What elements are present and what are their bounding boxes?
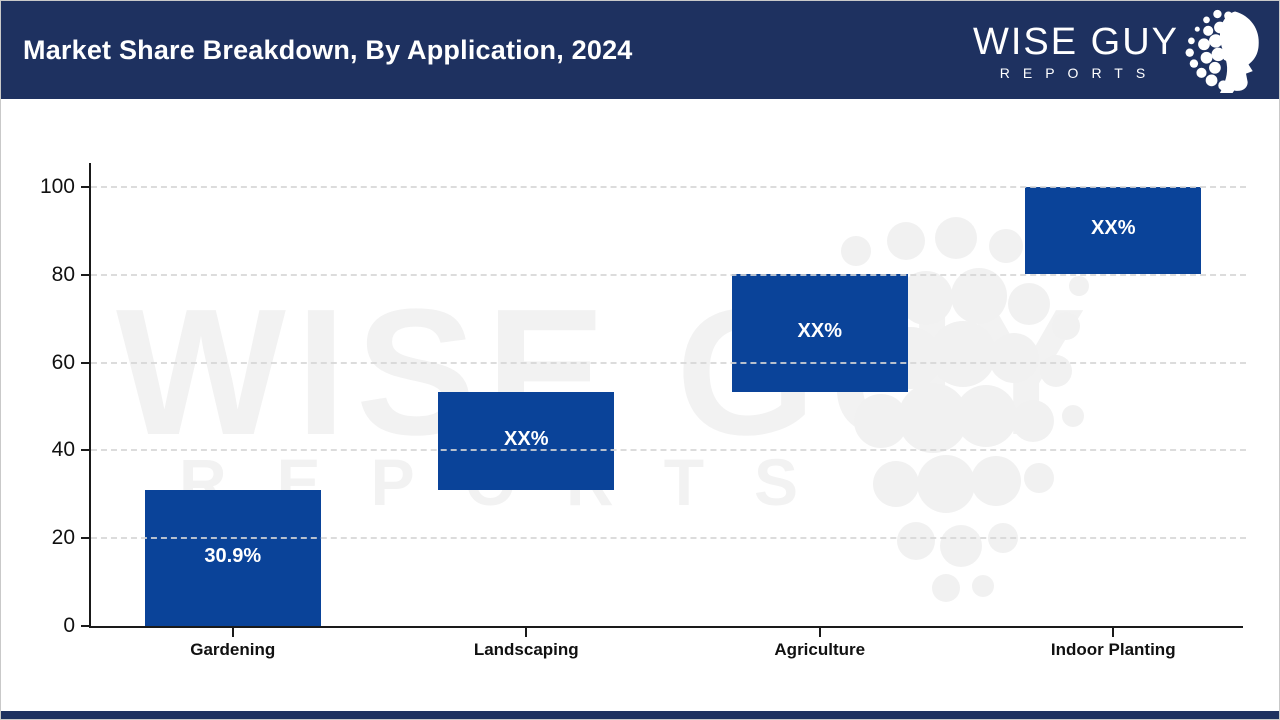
gridline-20	[91, 537, 1246, 540]
y-tick-label-100: 100	[39, 175, 75, 198]
x-tick-0	[231, 628, 234, 637]
page-title: Market Share Breakdown, By Application, …	[23, 34, 633, 65]
y-tick-label-80: 80	[51, 262, 75, 286]
wiseguy-logo: WISE GUY REPORTS	[973, 9, 1267, 93]
x-tick-1	[525, 628, 528, 637]
y-tick-label-0: 0	[63, 614, 75, 637]
wiseguy-logo-text: WISE GUY REPORTS	[973, 21, 1179, 81]
gridline-80	[91, 273, 1246, 276]
wiseguy-face-icon	[1185, 9, 1259, 93]
x-axis-line	[89, 626, 1243, 628]
bar-value-label: 30.9%	[204, 545, 262, 568]
x-category-label: Gardening	[190, 640, 276, 659]
gridline-60	[91, 361, 1246, 364]
gridline-40	[91, 449, 1246, 452]
footer-bar	[1, 711, 1279, 719]
y-tick-100	[81, 186, 90, 188]
y-tick-0	[81, 625, 90, 627]
header: Market Share Breakdown, By Application, …	[1, 1, 1279, 99]
y-axis-line	[89, 163, 91, 628]
gridline-100	[91, 186, 1246, 188]
bar-value-label: XX%	[1091, 217, 1136, 240]
x-tick-2	[818, 628, 821, 637]
x-tick-3	[1112, 628, 1115, 637]
x-category-label: Agriculture	[774, 640, 866, 659]
bar-landscaping	[438, 392, 615, 491]
y-tick-60	[81, 361, 90, 364]
logo-brand-name: WISE GUY	[972, 21, 1179, 63]
x-category-label: Landscaping	[473, 640, 579, 659]
bar-value-label: XX%	[797, 320, 842, 343]
y-tick-label-40: 40	[51, 438, 75, 462]
y-tick-80	[81, 273, 90, 276]
x-category-label: Indoor Planting	[1050, 640, 1176, 659]
bar-gardening	[144, 490, 321, 626]
y-tick-40	[81, 449, 90, 452]
y-tick-label-60: 60	[51, 350, 75, 374]
logo-brand-sub: REPORTS	[999, 65, 1159, 81]
bar-value-label: XX%	[504, 428, 549, 451]
y-tick-label-20: 20	[51, 526, 75, 550]
y-tick-20	[81, 537, 90, 540]
